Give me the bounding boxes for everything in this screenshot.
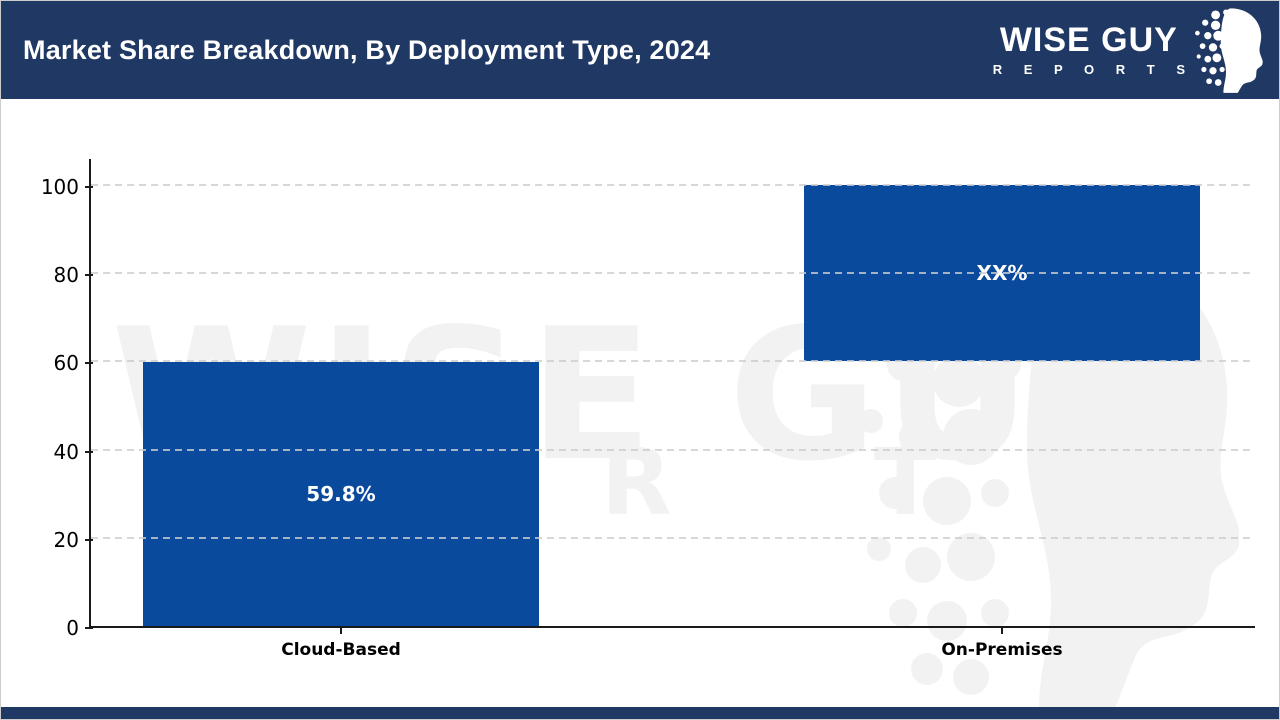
y-axis-tick-label-80: 80: [53, 263, 79, 288]
brand-wordmark: WISE GUY: [999, 21, 1178, 59]
gridline-80: [91, 272, 1255, 275]
brand-subtitle: R E P O R T S: [992, 62, 1194, 77]
page-title: Market Share Breakdown, By Deployment Ty…: [23, 34, 711, 65]
y-axis-tick-0: [85, 627, 93, 629]
y-axis-tick-80: [85, 274, 93, 277]
gridline-20: [91, 536, 1255, 539]
y-axis-tick-label-60: 60: [53, 351, 79, 376]
bar-cloud-based: 59.8%: [143, 362, 539, 626]
header-bar: Market Share Breakdown, By Deployment Ty…: [1, 1, 1279, 99]
x-axis-tick-1: [1001, 626, 1003, 634]
x-axis-tick-0: [340, 626, 342, 634]
y-axis-tick-60: [85, 362, 93, 365]
y-axis-tick-label-40: 40: [53, 439, 79, 464]
x-axis-category-label-0: Cloud-Based: [281, 640, 401, 660]
y-axis-tick-100: [85, 186, 93, 188]
plot-area: 0 20 40 60 80 100 59.8% Cloud-Based XX% On-Premis…: [41, 159, 1255, 660]
gridline-60: [91, 360, 1255, 363]
footer-bar: [1, 707, 1279, 719]
y-axis-tick-label-20: 20: [53, 527, 79, 552]
chart: WISE GUY R T S 0 20 40 60 80 100 59.8% Cloud-Ba…: [1, 99, 1279, 707]
bar-value-label: 59.8%: [306, 482, 376, 507]
y-axis-tick-40: [85, 450, 93, 453]
y-axis-tick-20: [85, 538, 93, 541]
gridline-40: [91, 448, 1255, 451]
y-axis-tick-label-100: 100: [40, 175, 79, 199]
brand-text: WISE GUY R E P O R T S: [993, 23, 1185, 77]
brand-face-icon: [1195, 8, 1263, 93]
y-axis-tick-label-0: 0: [66, 616, 79, 640]
brand-logo: WISE GUY R E P O R T S: [993, 7, 1265, 93]
gridline-100: [91, 184, 1255, 186]
x-axis-category-label-1: On-Premises: [941, 640, 1063, 660]
